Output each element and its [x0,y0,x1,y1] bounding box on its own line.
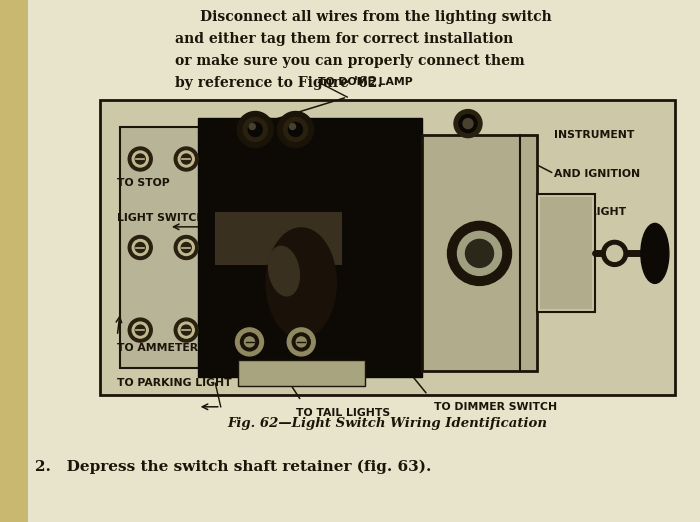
Text: INSTRUMENT: INSTRUMENT [554,130,635,140]
Circle shape [132,240,148,255]
Circle shape [601,241,628,266]
Circle shape [237,112,273,148]
Circle shape [178,151,195,167]
Circle shape [174,147,198,171]
Bar [238,360,365,386]
Circle shape [132,322,148,338]
Bar [197,117,422,377]
Text: Disconnect all wires from the lighting switch: Disconnect all wires from the lighting s… [200,10,552,24]
Bar [540,197,592,310]
Circle shape [466,240,493,267]
Bar [422,135,537,371]
Ellipse shape [269,246,300,296]
Text: 2.   Depress the switch shaft retainer (fig. 63).: 2. Depress the switch shaft retainer (fi… [35,460,431,474]
Text: and either tag them for correct installation: and either tag them for correct installa… [175,32,513,46]
Circle shape [607,245,622,262]
Circle shape [128,147,153,171]
Text: TO STOP: TO STOP [118,177,170,187]
Bar [215,212,342,265]
Bar [0,0,28,522]
Circle shape [290,124,295,129]
Circle shape [135,154,146,164]
Circle shape [459,115,477,133]
Circle shape [174,318,198,342]
Circle shape [241,333,258,351]
Text: TO DIMMER SWITCH: TO DIMMER SWITCH [433,402,556,412]
Circle shape [248,123,262,136]
Circle shape [287,328,315,356]
Text: TO TAIL LIGHTS: TO TAIL LIGHTS [295,408,390,418]
Circle shape [288,123,302,136]
Circle shape [463,118,473,128]
Bar [537,194,594,312]
Text: LIGHT SWITCH: LIGHT SWITCH [118,213,206,223]
Circle shape [132,151,148,167]
Circle shape [458,231,501,276]
Ellipse shape [266,228,336,338]
Circle shape [296,337,307,347]
Circle shape [454,110,482,138]
Circle shape [178,240,195,255]
Text: or make sure you can properly connect them: or make sure you can properly connect th… [175,54,525,68]
Text: Fig. 62—Light Switch Wiring Identification: Fig. 62—Light Switch Wiring Identificati… [228,417,547,430]
Circle shape [284,117,307,141]
Text: LOCK LIGHT: LOCK LIGHT [554,207,626,217]
Circle shape [277,112,314,148]
Circle shape [174,235,198,259]
Circle shape [244,117,267,141]
Circle shape [128,318,153,342]
Bar [120,126,201,369]
Circle shape [178,322,195,338]
Ellipse shape [641,223,669,283]
Text: AND IGNITION: AND IGNITION [554,169,640,179]
Circle shape [293,333,310,351]
Circle shape [181,154,191,164]
Circle shape [181,243,191,253]
Circle shape [447,221,512,286]
Circle shape [249,124,256,129]
Circle shape [235,328,263,356]
Circle shape [135,325,146,335]
Bar [100,100,675,395]
Text: by reference to Figure '62.: by reference to Figure '62. [175,76,382,90]
Circle shape [181,325,191,335]
Text: TO DOME LAMP: TO DOME LAMP [318,77,413,87]
Circle shape [128,235,153,259]
Circle shape [244,337,255,347]
Text: TO PARKING LIGHT: TO PARKING LIGHT [118,378,232,388]
Circle shape [135,243,146,253]
Text: TO AMMETER: TO AMMETER [118,343,198,353]
